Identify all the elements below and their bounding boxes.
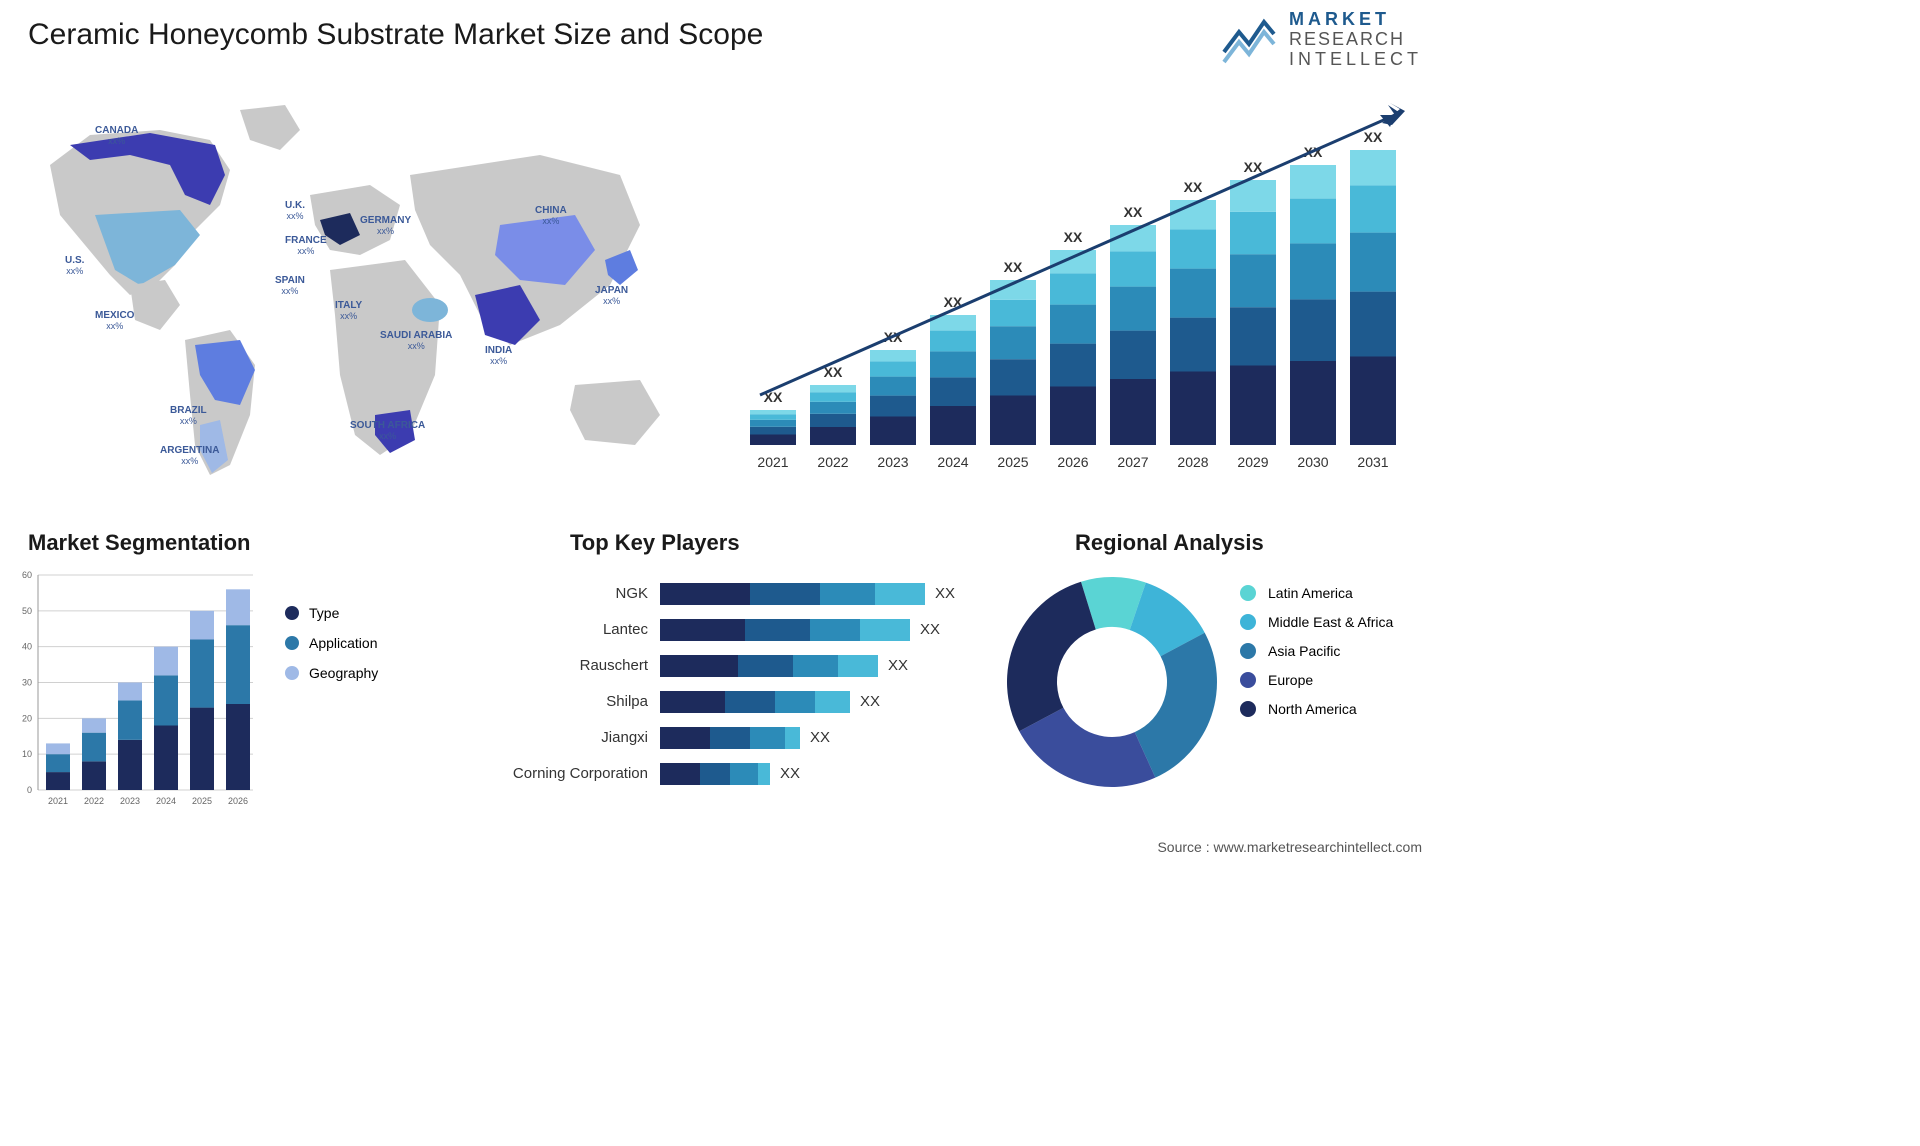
svg-text:2025: 2025 [192,796,212,806]
player-row: Jiangxi XX [502,724,967,751]
regional-title: Regional Analysis [1075,530,1264,556]
legend-item: Asia Pacific [1240,643,1393,659]
legend-item: Europe [1240,672,1393,688]
legend-item: North America [1240,701,1393,717]
map-label: JAPANxx% [595,285,628,307]
player-value: XX [935,585,955,602]
segmentation-legend: Type Application Geography [285,605,378,695]
source-text: Source : www.marketresearchintellect.com [1157,839,1422,855]
svg-text:2021: 2021 [757,454,788,470]
map-label: FRANCExx% [285,235,327,257]
svg-text:XX: XX [1364,129,1383,145]
map-label: U.K.xx% [285,200,305,222]
player-row: Lantec XX [502,616,967,643]
svg-text:2022: 2022 [817,454,848,470]
legend-item: Geography [285,665,378,681]
svg-text:10: 10 [22,749,32,759]
player-value: XX [860,693,880,710]
player-name: Jiangxi [502,729,660,746]
map-label: U.S.xx% [65,255,84,277]
svg-text:0: 0 [27,785,32,795]
player-value: XX [888,657,908,674]
svg-text:50: 50 [22,606,32,616]
svg-text:2027: 2027 [1117,454,1148,470]
svg-text:XX: XX [1184,179,1203,195]
segmentation-title: Market Segmentation [28,530,251,556]
player-name: Shilpa [502,693,660,710]
logo-icon [1219,12,1279,68]
map-label: INDIAxx% [485,345,512,367]
player-name: Lantec [502,621,660,638]
legend-item: Latin America [1240,585,1393,601]
players-title: Top Key Players [570,530,740,556]
svg-text:XX: XX [1064,229,1083,245]
svg-text:2026: 2026 [1057,454,1088,470]
map-label: SPAINxx% [275,275,305,297]
map-label: SAUDI ARABIAxx% [380,330,452,352]
svg-text:XX: XX [1244,159,1263,175]
svg-text:30: 30 [22,678,32,688]
player-row: NGK XX [502,580,967,607]
page-title: Ceramic Honeycomb Substrate Market Size … [28,18,763,52]
svg-text:60: 60 [22,570,32,580]
svg-text:2029: 2029 [1237,454,1268,470]
world-map: CANADAxx% U.S.xx% MEXICOxx% BRAZILxx% ARGENT… [20,85,700,485]
map-label: BRAZILxx% [170,405,207,427]
legend-item: Type [285,605,378,621]
player-row: Rauschert XX [502,652,967,679]
player-row: Corning Corporation XX [502,760,967,787]
map-label: GERMANYxx% [360,215,411,237]
player-value: XX [920,621,940,638]
svg-text:2028: 2028 [1177,454,1208,470]
map-label: MEXICOxx% [95,310,134,332]
player-value: XX [780,765,800,782]
svg-text:XX: XX [1004,259,1023,275]
svg-text:2024: 2024 [937,454,968,470]
player-name: NGK [502,585,660,602]
svg-text:2021: 2021 [48,796,68,806]
logo-line3: INTELLECT [1289,50,1422,70]
map-label: CANADAxx% [95,125,138,147]
regional-legend: Latin America Middle East & Africa Asia Pa… [1240,585,1393,730]
svg-text:2031: 2031 [1357,454,1388,470]
svg-text:20: 20 [22,713,32,723]
growth-chart: XX2021XX2022XX2023XX2024XX2025XX2026XX20… [740,95,1420,480]
regional-donut [1000,570,1225,795]
logo: MARKET RESEARCH INTELLECT [1219,10,1422,69]
player-name: Corning Corporation [502,765,660,782]
segmentation-chart: 0 10 20 30 40 50 60 2021 2022 2023 2024 2025 2026 [10,565,270,815]
svg-text:XX: XX [1124,204,1143,220]
svg-text:2026: 2026 [228,796,248,806]
player-row: Shilpa XX [502,688,967,715]
player-value: XX [810,729,830,746]
map-label: SOUTH AFRICAxx% [350,420,425,442]
svg-text:40: 40 [22,642,32,652]
map-label: ARGENTINAxx% [160,445,219,467]
player-name: Rauschert [502,657,660,674]
logo-line1: MARKET [1289,10,1422,30]
logo-line2: RESEARCH [1289,30,1422,50]
map-label: CHINAxx% [535,205,567,227]
svg-text:2022: 2022 [84,796,104,806]
map-label: ITALYxx% [335,300,362,322]
svg-text:2024: 2024 [156,796,176,806]
svg-text:2030: 2030 [1297,454,1328,470]
svg-text:2023: 2023 [877,454,908,470]
legend-item: Application [285,635,378,651]
legend-item: Middle East & Africa [1240,614,1393,630]
svg-text:2025: 2025 [997,454,1028,470]
players-chart: NGK XX Lantec XX Rauschert XX Shilpa XX Jiangxi X… [502,580,967,796]
svg-text:2023: 2023 [120,796,140,806]
